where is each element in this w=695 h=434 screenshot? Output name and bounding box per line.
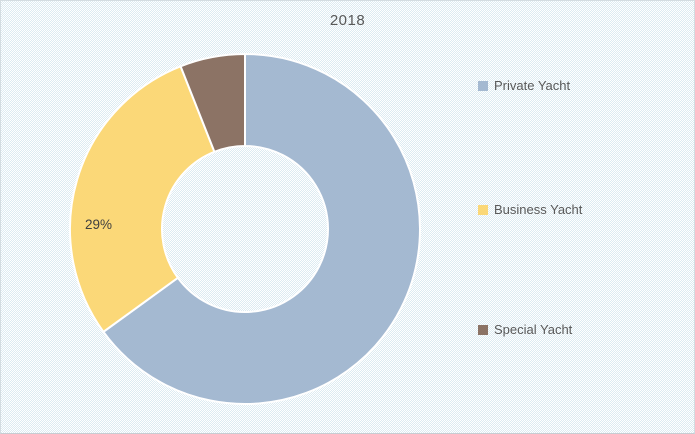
legend-swatch-private-yacht-icon bbox=[478, 80, 488, 91]
legend-label-business-yacht: Business Yacht bbox=[494, 202, 583, 217]
legend-label-private-yacht: Private Yacht bbox=[494, 78, 571, 93]
legend-swatch-special-yacht-icon bbox=[478, 324, 488, 335]
chart-title: 2018 bbox=[329, 12, 366, 29]
segment-business-yacht[interactable] bbox=[69, 64, 216, 334]
legend-item-special-yacht[interactable]: Special Yacht bbox=[478, 322, 572, 337]
segment-private-yacht[interactable] bbox=[102, 52, 421, 405]
legend-label-special-yacht: Special Yacht bbox=[494, 322, 573, 337]
legend-item-private-yacht[interactable]: Private Yacht bbox=[478, 78, 570, 93]
donut-chart[interactable] bbox=[63, 47, 427, 411]
legend-item-business-yacht[interactable]: Business Yacht bbox=[478, 202, 582, 217]
data-label-business-yacht: 29% bbox=[85, 217, 113, 232]
legend-swatch-business-yacht-icon bbox=[478, 204, 488, 215]
segment-special-yacht[interactable] bbox=[179, 52, 246, 154]
